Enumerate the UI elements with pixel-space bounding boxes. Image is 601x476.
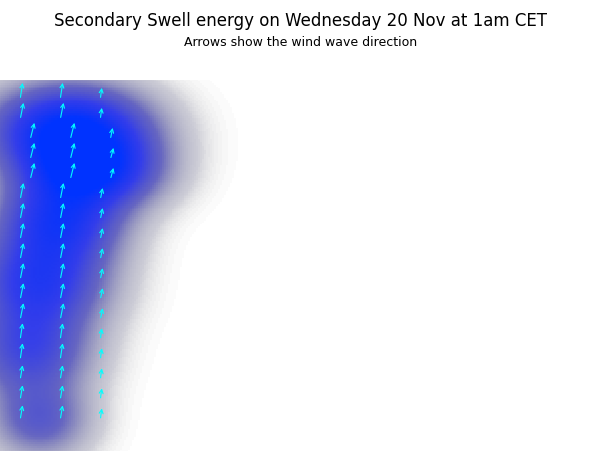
Text: Arrows show the wind wave direction: Arrows show the wind wave direction: [184, 36, 417, 49]
Text: Secondary Swell energy on Wednesday 20 Nov at 1am CET: Secondary Swell energy on Wednesday 20 N…: [54, 12, 547, 30]
